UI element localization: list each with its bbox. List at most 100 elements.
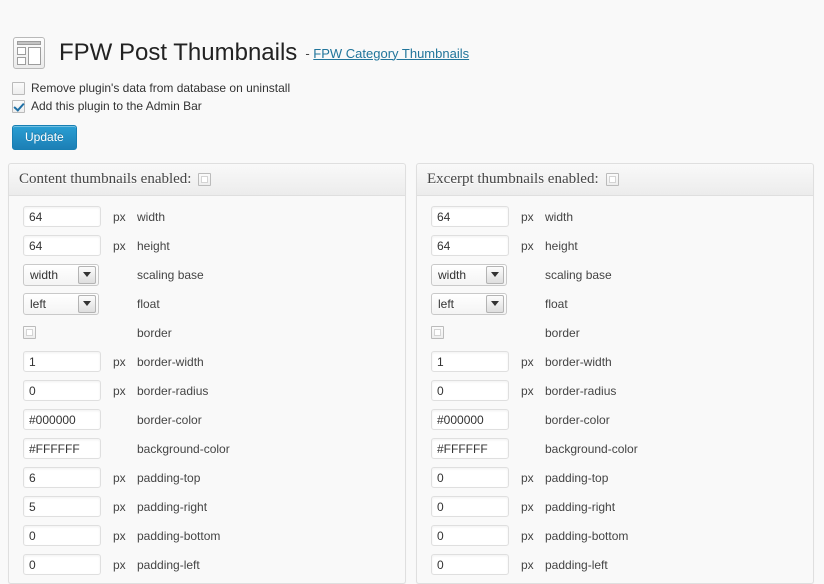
- icon-titlebar: [17, 41, 41, 45]
- field-row: px padding-right: [9, 496, 405, 517]
- field-row: px border-width: [9, 351, 405, 372]
- field-control: [431, 235, 511, 256]
- field-label: padding-bottom: [545, 528, 629, 543]
- input-border-color[interactable]: [431, 409, 509, 430]
- field-row: border-color: [9, 409, 405, 430]
- select-float[interactable]: left: [431, 292, 507, 315]
- field-row: px border-radius: [417, 380, 813, 401]
- option-row[interactable]: Remove plugin's data from database on un…: [12, 80, 824, 96]
- field-control: [23, 235, 103, 256]
- field-control: [23, 409, 103, 430]
- icon-left-column: [17, 47, 26, 65]
- field-control: width: [431, 263, 511, 286]
- update-button-wrapper: Update: [0, 116, 824, 150]
- input-background-color[interactable]: [431, 438, 509, 459]
- checkbox-border[interactable]: [431, 326, 444, 339]
- field-control: [431, 554, 511, 575]
- icon-block-top: [17, 47, 26, 55]
- input-border-radius[interactable]: [431, 380, 509, 401]
- select-value: width: [438, 267, 467, 282]
- input-width[interactable]: [431, 206, 509, 227]
- option-checkbox[interactable]: [12, 81, 25, 95]
- field-label: border-width: [137, 354, 204, 369]
- field-unit: px: [113, 528, 126, 543]
- field-control: [431, 326, 511, 339]
- panel-body: pxwidthpxheightwidthscaling baseleftfloa…: [9, 196, 405, 575]
- panel-enabled-checkbox[interactable]: [198, 173, 212, 186]
- input-padding-right[interactable]: [431, 496, 509, 517]
- chevron-down-icon[interactable]: [486, 294, 504, 313]
- field-unit: px: [521, 209, 534, 224]
- panel-title: Excerpt thumbnails enabled:: [427, 171, 599, 187]
- input-border-width[interactable]: [23, 351, 101, 372]
- input-border-width[interactable]: [431, 351, 509, 372]
- header-separator: -: [305, 45, 310, 61]
- input-border-radius[interactable]: [23, 380, 101, 401]
- panel-enabled-checkbox[interactable]: [605, 173, 619, 186]
- input-background-color[interactable]: [23, 438, 101, 459]
- field-unit: px: [113, 354, 126, 369]
- field-row: px border-width: [417, 351, 813, 372]
- option-label: Remove plugin's data from database on un…: [31, 81, 291, 95]
- field-row: px padding-left: [9, 554, 405, 575]
- field-control: [431, 351, 511, 372]
- field-row: background-color: [417, 438, 813, 459]
- option-row[interactable]: Add this plugin to the Admin Bar: [12, 98, 824, 114]
- chevron-down-icon[interactable]: [78, 294, 96, 313]
- input-padding-bottom[interactable]: [431, 525, 509, 546]
- settings-panel: Excerpt thumbnails enabled:pxwidthpxheig…: [416, 163, 814, 584]
- input-padding-bottom[interactable]: [23, 525, 101, 546]
- input-height[interactable]: [23, 235, 101, 256]
- chevron-down-icon[interactable]: [486, 265, 504, 284]
- field-unit: px: [113, 470, 126, 485]
- field-label: padding-right: [137, 499, 208, 514]
- option-checkbox[interactable]: [12, 99, 25, 113]
- field-unit: px: [521, 470, 534, 485]
- field-control: [431, 380, 511, 401]
- fpw-category-thumbnails-link[interactable]: FPW Category Thumbnails: [313, 45, 470, 61]
- input-border-color[interactable]: [23, 409, 101, 430]
- field-row: px height: [417, 235, 813, 256]
- field-unit: px: [113, 209, 126, 224]
- field-control: [23, 438, 103, 459]
- field-control: left: [23, 292, 103, 315]
- input-padding-left[interactable]: [431, 554, 509, 575]
- input-width[interactable]: [23, 206, 101, 227]
- panel-header: Content thumbnails enabled:: [9, 164, 405, 196]
- select-float[interactable]: left: [23, 292, 99, 315]
- panel-body: pxwidthpxheightwidthscaling baseleftfloa…: [417, 196, 813, 575]
- field-label: height: [137, 238, 170, 253]
- input-padding-left[interactable]: [23, 554, 101, 575]
- field-label: padding-top: [137, 470, 201, 485]
- input-height[interactable]: [431, 235, 509, 256]
- field-label: float: [545, 296, 568, 311]
- field-unit: px: [521, 499, 534, 514]
- field-label: background-color: [137, 441, 230, 456]
- field-label: border: [137, 325, 172, 340]
- field-label: padding-bottom: [137, 528, 221, 543]
- icon-block-bottom: [17, 57, 26, 65]
- chevron-down-icon[interactable]: [78, 265, 96, 284]
- select-value: left: [438, 296, 455, 311]
- field-label: height: [545, 238, 578, 253]
- field-label: background-color: [545, 441, 638, 456]
- field-label: border-width: [545, 354, 612, 369]
- field-row: px padding-top: [9, 467, 405, 488]
- field-control: [431, 467, 511, 488]
- input-padding-right[interactable]: [23, 496, 101, 517]
- settings-panels: Content thumbnails enabled:pxwidthpxheig…: [0, 150, 824, 584]
- field-row: px padding-bottom: [417, 525, 813, 546]
- select-scaling-base[interactable]: width: [431, 263, 507, 286]
- select-scaling-base[interactable]: width: [23, 263, 99, 286]
- input-padding-top[interactable]: [431, 467, 509, 488]
- icon-main-block: [28, 47, 41, 65]
- field-control: [431, 438, 511, 459]
- field-control: [23, 467, 103, 488]
- panel-header: Excerpt thumbnails enabled:: [417, 164, 813, 196]
- checkbox-border[interactable]: [23, 326, 36, 339]
- update-button[interactable]: Update: [12, 125, 77, 150]
- field-unit: px: [521, 557, 534, 572]
- field-unit: px: [113, 499, 126, 514]
- field-label: width: [137, 209, 166, 224]
- input-padding-top[interactable]: [23, 467, 101, 488]
